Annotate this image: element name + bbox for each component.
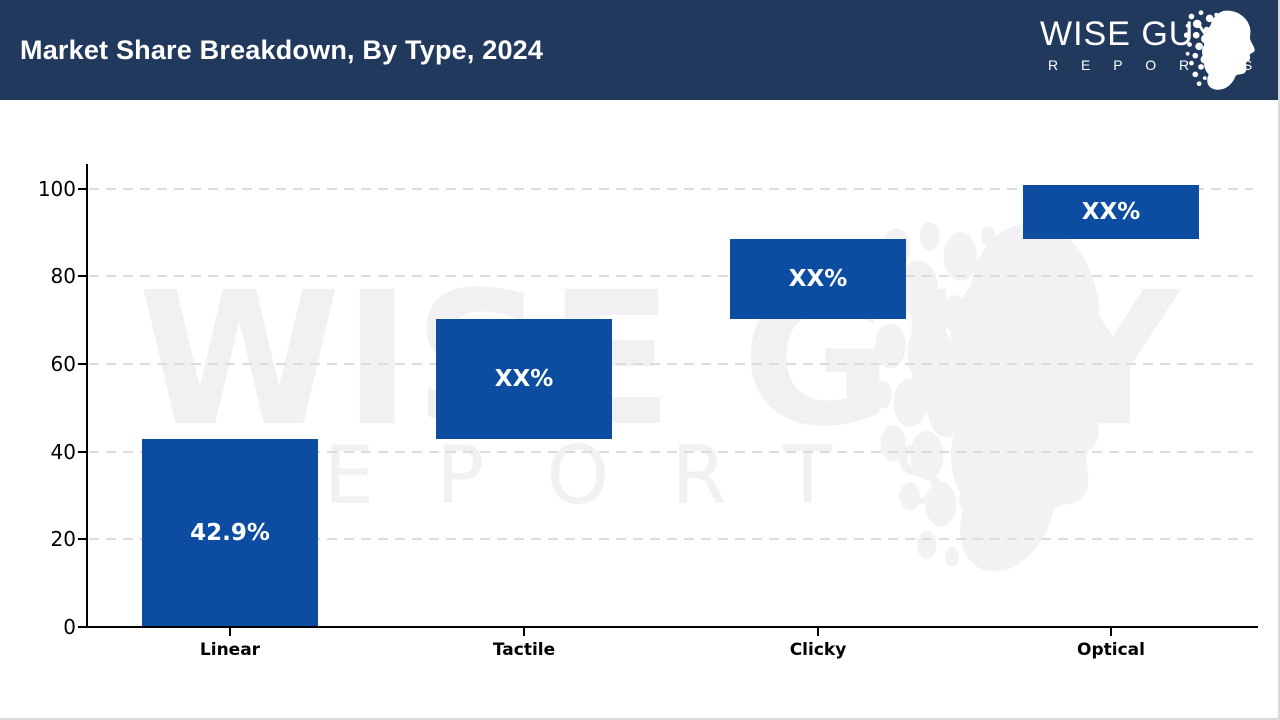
y-tick-label-2: 40 — [50, 439, 76, 464]
y-tick-label-5: 100 — [37, 176, 76, 201]
gridline — [89, 275, 1253, 278]
bar-value-label: XX% — [494, 365, 554, 392]
bar-tactile: XX% — [436, 318, 612, 439]
y-axis-line — [86, 164, 88, 628]
chart-title: Market Share Breakdown, By Type, 2024 — [20, 34, 544, 65]
x-tick-mark — [1110, 628, 1112, 636]
bar-value-label: 42.9% — [190, 519, 270, 546]
x-tick-label-optical: Clicky — [789, 640, 847, 660]
bar-linear: 42.9% — [142, 438, 318, 627]
x-tick-mark — [523, 628, 525, 636]
gridline — [89, 187, 1253, 190]
y-tick-mark — [78, 626, 87, 628]
x-tick-mark — [229, 628, 231, 636]
y-tick-mark — [78, 362, 87, 365]
x-tick-mark — [817, 628, 819, 636]
x-tick-label-tactile: Tactile — [492, 640, 556, 660]
x-axis-line — [86, 626, 1258, 628]
bar-value-label: XX% — [788, 265, 848, 292]
y-tick-label-0: 0 — [63, 615, 76, 639]
gridline — [89, 538, 1253, 541]
x-tick-label-optical: Optical — [1077, 640, 1145, 660]
x-tick-label-linear: Linear — [199, 640, 261, 660]
logo-head-icon — [1183, 10, 1255, 90]
y-tick-mark — [78, 275, 87, 278]
bar-value-label: XX% — [1081, 199, 1141, 226]
y-tick-label-1: 20 — [50, 527, 76, 552]
y-tick-mark — [78, 450, 87, 453]
gridline — [89, 362, 1253, 365]
bar-optical: XX% — [1023, 185, 1199, 239]
wise-guy-logo: WISE GUY R E P O R T S — [1010, 9, 1266, 93]
header-band: Market Share Breakdown, By Type, 2024 WI… — [0, 0, 1278, 100]
y-tick-label-3: 60 — [50, 351, 76, 376]
gridline — [89, 450, 1253, 453]
y-tick-mark — [78, 187, 87, 190]
y-tick-label-4: 80 — [50, 264, 76, 289]
y-tick-mark — [78, 538, 87, 541]
bar-clicky: XX% — [730, 238, 906, 319]
